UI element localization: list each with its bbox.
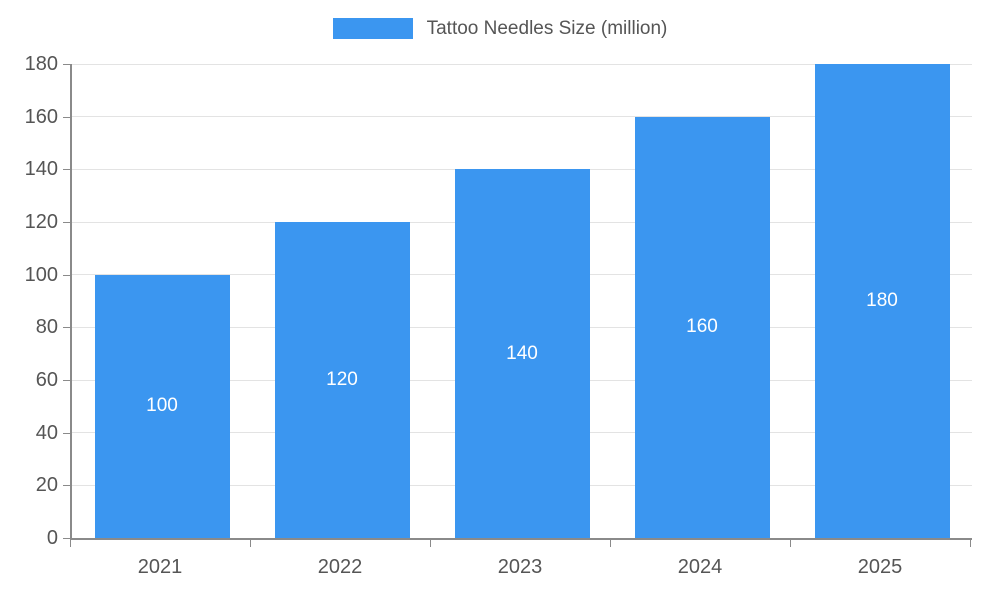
x-axis-label-2024: 2024 bbox=[677, 556, 723, 578]
gridline-y-180 bbox=[72, 63, 972, 65]
bar-2022: 120 bbox=[274, 222, 410, 538]
y-axis-label-100: 100 bbox=[24, 263, 58, 286]
y-axis-label-160: 160 bbox=[24, 105, 58, 128]
y-axis-label-180: 180 bbox=[24, 53, 58, 75]
gridline-y-160 bbox=[72, 116, 972, 118]
x-axis-tick bbox=[610, 540, 611, 547]
bar-2021: 100 bbox=[94, 274, 230, 538]
x-axis-tick bbox=[970, 540, 971, 547]
y-axis-label-120: 120 bbox=[24, 211, 58, 233]
x-axis-label-2022: 2022 bbox=[317, 556, 363, 578]
y-axis-label-140: 140 bbox=[24, 158, 58, 181]
y-axis-tick bbox=[63, 432, 70, 434]
y-axis-tick bbox=[63, 327, 70, 329]
legend-label: Tattoo Needles Size (million) bbox=[426, 18, 668, 39]
y-axis-label-40: 40 bbox=[35, 421, 58, 444]
x-axis-tick bbox=[70, 540, 71, 547]
x-axis-label-2023: 2023 bbox=[497, 556, 543, 578]
chart-legend: Tattoo Needles Size (million) bbox=[0, 18, 1000, 39]
y-axis-label-60: 60 bbox=[35, 369, 58, 391]
x-axis-tick bbox=[790, 540, 791, 547]
y-axis-label-0: 0 bbox=[46, 527, 58, 549]
legend-swatch-icon bbox=[332, 18, 413, 39]
y-axis-label-20: 20 bbox=[35, 474, 58, 497]
y-axis-tick bbox=[63, 380, 70, 381]
y-axis-tick bbox=[63, 538, 70, 539]
x-axis-label-2021: 2021 bbox=[137, 556, 183, 578]
y-axis-tick bbox=[63, 274, 70, 276]
y-axis-tick bbox=[63, 222, 70, 223]
x-axis-tick bbox=[430, 540, 431, 547]
plot-area: 100 120 140 160 180 bbox=[70, 63, 972, 540]
bar-2024: 160 bbox=[634, 116, 770, 538]
gridline-y-140 bbox=[72, 168, 972, 170]
bar-value-label-2025: 180 bbox=[866, 290, 898, 311]
y-axis-tick bbox=[63, 116, 70, 118]
bar-value-label-2023: 140 bbox=[506, 342, 538, 364]
bar-2025: 180 bbox=[814, 64, 950, 538]
y-axis-label-80: 80 bbox=[35, 316, 58, 339]
y-axis-tick bbox=[63, 169, 70, 171]
bar-value-label-2024: 160 bbox=[686, 316, 718, 338]
x-axis-tick bbox=[250, 540, 251, 547]
x-axis-label-2025: 2025 bbox=[857, 556, 903, 578]
y-axis-tick bbox=[63, 64, 70, 65]
y-axis-tick bbox=[63, 485, 70, 487]
bar-2023: 140 bbox=[454, 169, 590, 538]
bar-value-label-2021: 100 bbox=[146, 395, 178, 417]
bar-value-label-2022: 120 bbox=[326, 369, 358, 390]
